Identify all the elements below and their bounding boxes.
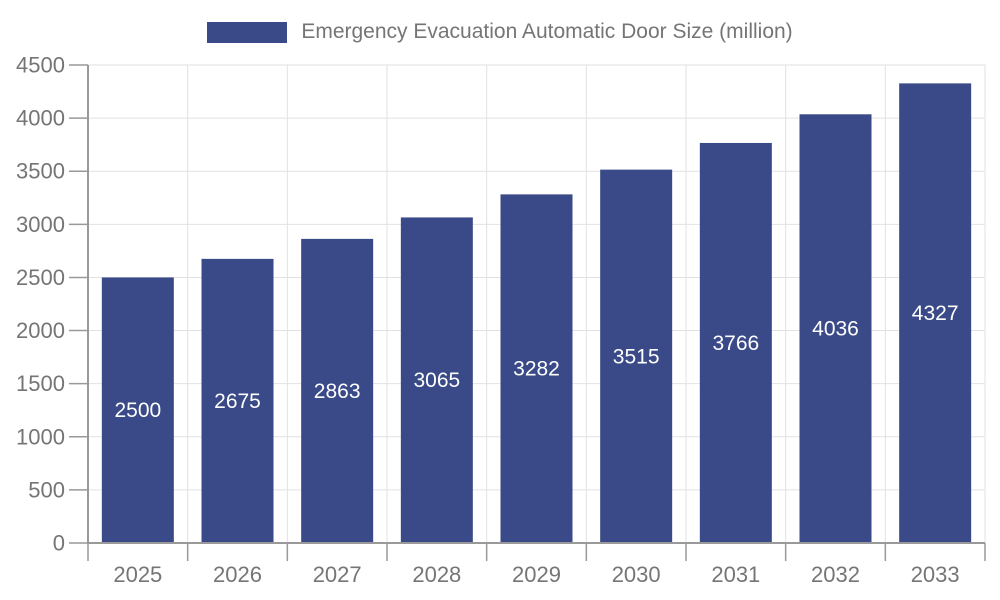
x-tick-label: 2026 [213,562,262,587]
x-tick-label: 2028 [412,562,461,587]
bar-2025 [101,277,174,543]
y-tick-label: 500 [28,477,65,502]
y-tick-label: 3000 [16,212,65,237]
x-tick-label: 2025 [113,562,162,587]
bar-2028 [400,217,473,543]
y-tick-label: 4500 [16,53,65,78]
y-tick-label: 1500 [16,371,65,396]
bar-2029 [500,194,573,543]
x-tick-label: 2030 [612,562,661,587]
x-tick-label: 2029 [512,562,561,587]
y-tick-label: 2000 [16,318,65,343]
legend-label[interactable]: Emergency Evacuation Automatic Door Size… [301,20,793,43]
y-tick-label: 1000 [16,424,65,449]
bar-value-label: 3282 [513,358,560,381]
bar-value-label: 4036 [812,318,859,341]
legend-swatch[interactable] [207,21,288,43]
bar-value-label: 2500 [114,399,161,422]
bar-value-label: 4327 [912,302,959,325]
x-tick-label: 2031 [711,562,760,587]
bar-value-label: 2675 [214,390,261,413]
x-tick-label: 2032 [811,562,860,587]
bar-value-label: 3515 [613,345,660,368]
x-tick-label: 2027 [313,562,362,587]
legend: Emergency Evacuation Automatic Door Size… [0,18,1000,46]
bar-2031 [699,142,772,544]
y-tick-label: 3500 [16,159,65,184]
bar-2033 [899,83,972,544]
bar-2026 [201,258,274,543]
bar-value-label: 3766 [712,332,759,355]
y-tick-label: 2500 [16,265,65,290]
bar-2027 [301,238,374,543]
y-tick-label: 0 [53,531,65,556]
x-tick-label: 2033 [911,562,960,587]
bar-value-label: 3065 [413,369,460,392]
bar-2030 [600,169,673,543]
y-tick-label: 4000 [16,106,65,131]
bar-value-label: 2863 [314,380,361,403]
bar-2032 [799,114,872,543]
